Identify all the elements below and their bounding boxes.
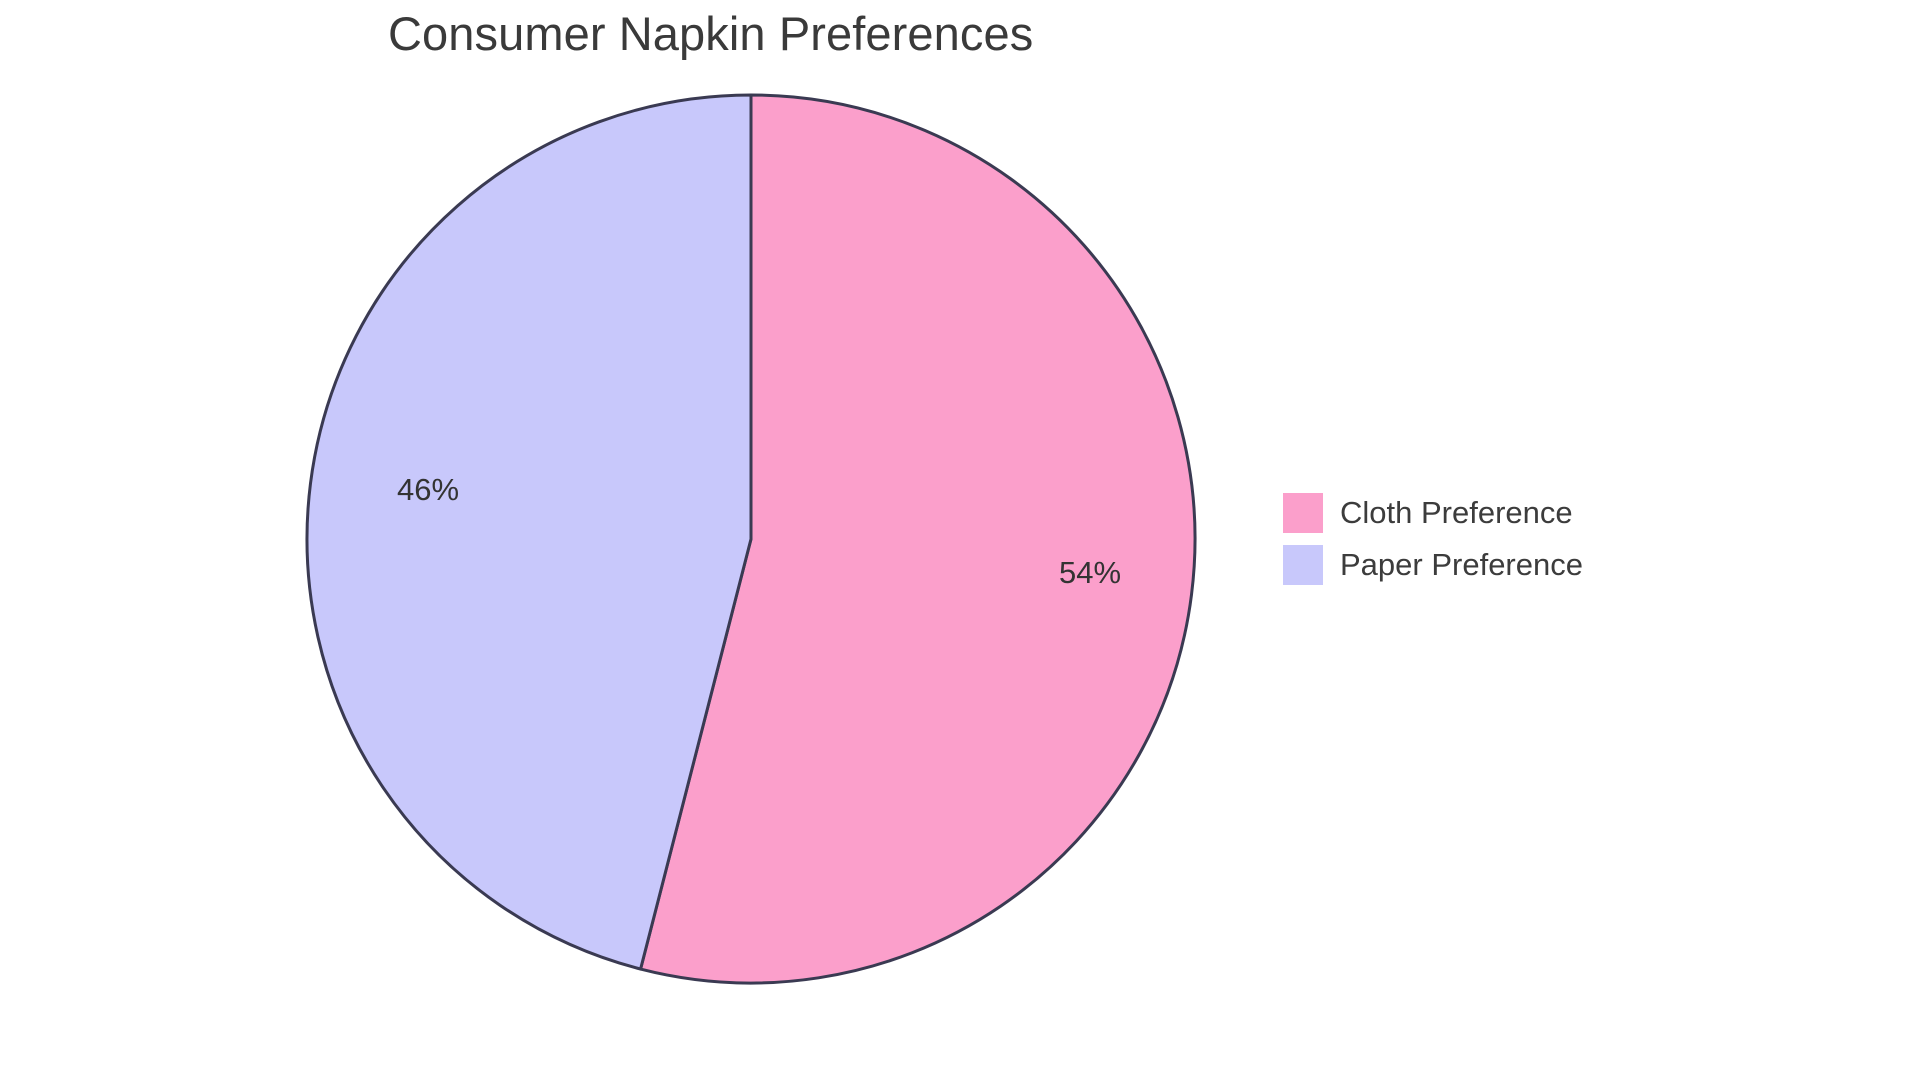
- pie-slice-label-cloth-preference: 54%: [1059, 555, 1121, 590]
- legend-swatch-paper-preference: [1283, 545, 1323, 585]
- pie-slice-cloth-preference[interactable]: [639, 93, 1197, 985]
- legend-item-cloth-preference[interactable]: Cloth Preference: [1283, 493, 1583, 533]
- pie-slices: [305, 93, 1197, 985]
- legend-label-paper-preference: Paper Preference: [1340, 547, 1583, 582]
- pie-slice-paper-preference[interactable]: [305, 93, 753, 971]
- legend-item-paper-preference[interactable]: Paper Preference: [1283, 545, 1583, 585]
- chart-legend: Cloth Preference Paper Preference: [1283, 493, 1583, 585]
- legend-swatch-cloth-preference: [1283, 493, 1323, 533]
- pie-slice-labels: 54% 46%: [397, 472, 1121, 590]
- legend-label-cloth-preference: Cloth Preference: [1340, 495, 1573, 530]
- pie-slice-label-paper-preference: 46%: [397, 472, 459, 507]
- chart-title: Consumer Napkin Preferences: [388, 7, 1034, 60]
